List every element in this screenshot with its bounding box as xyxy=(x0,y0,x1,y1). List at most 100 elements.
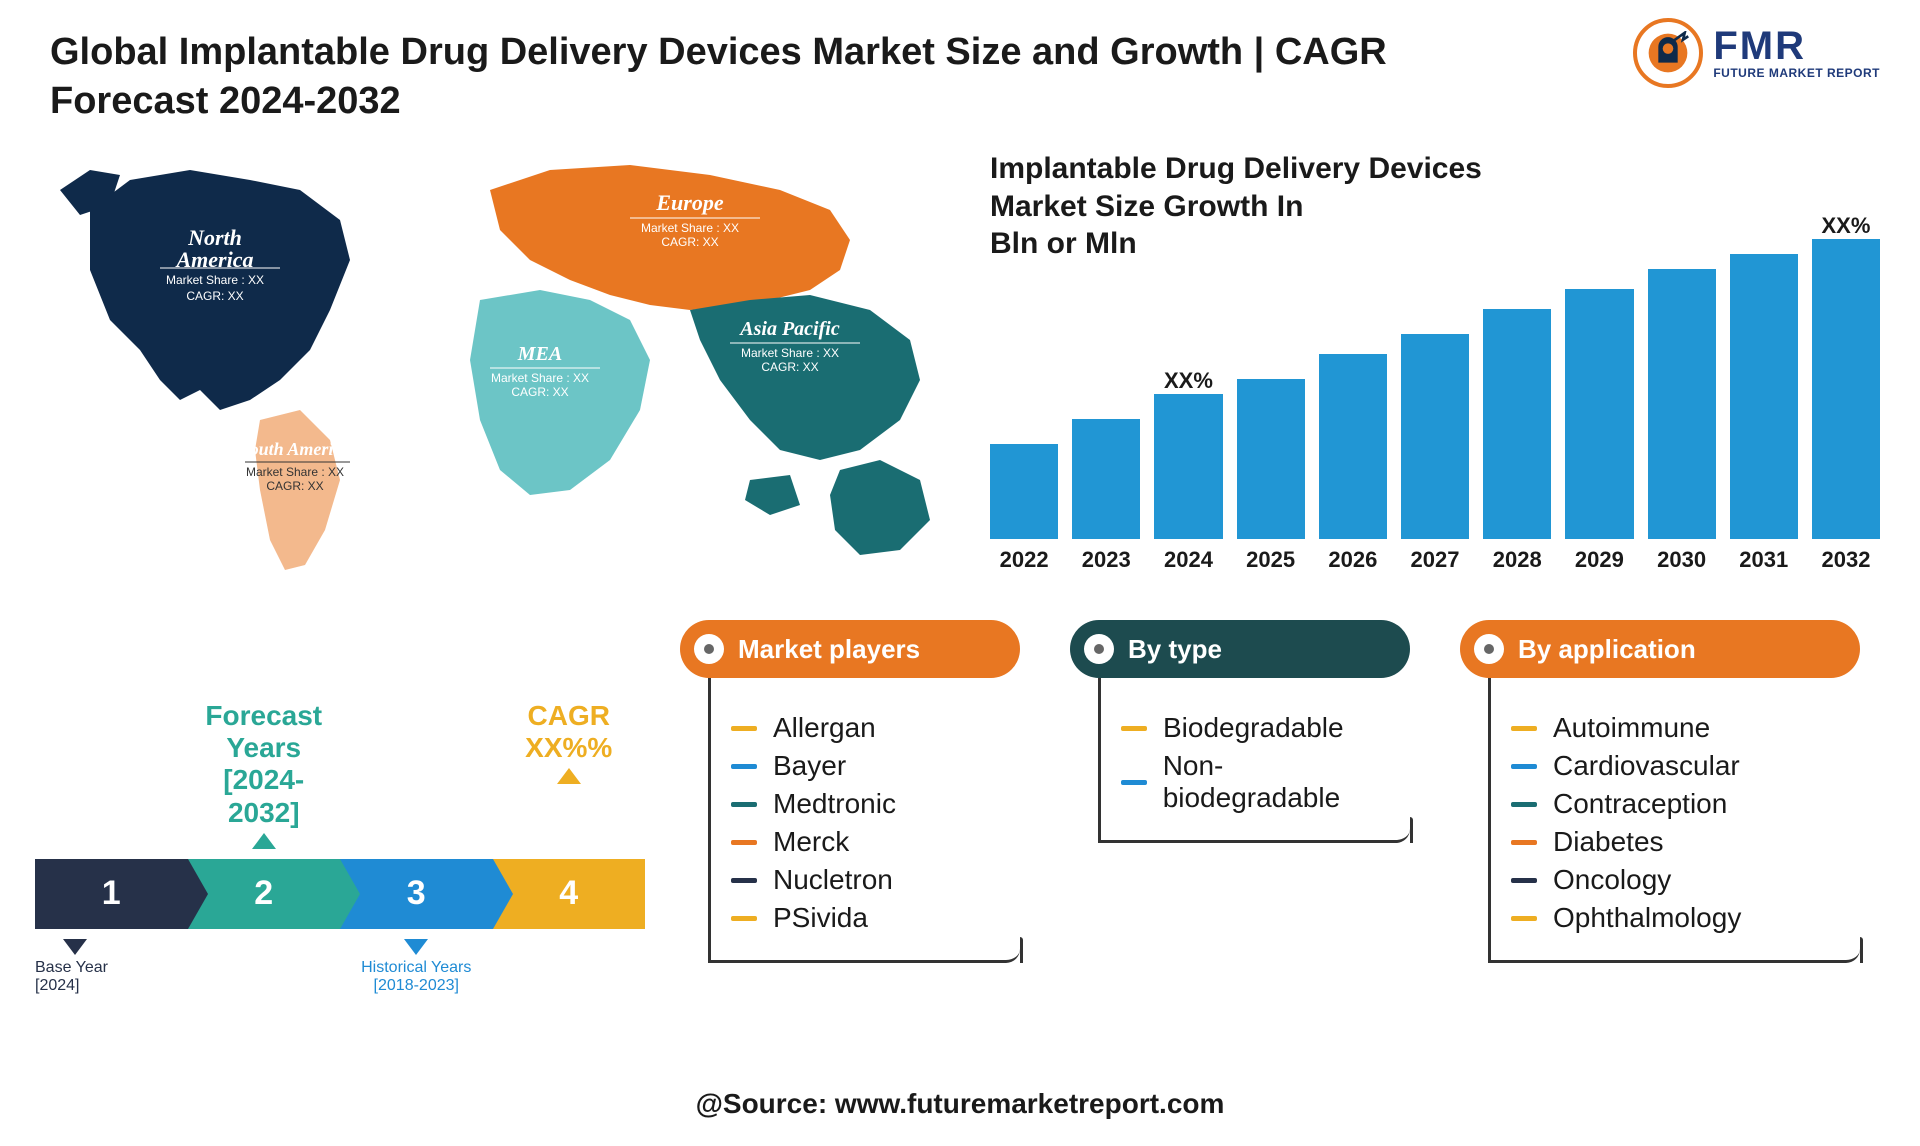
list-item-label: Nucletron xyxy=(773,864,893,896)
bar-year-label: 2028 xyxy=(1493,547,1542,573)
list-item-label: Bayer xyxy=(773,750,846,782)
bar-fill xyxy=(1812,239,1880,539)
label-ap: Asia Pacific xyxy=(738,318,840,340)
dash-icon xyxy=(731,878,757,883)
label-na-share: Market Share : XX xyxy=(166,273,264,287)
bar-year-label: 2026 xyxy=(1328,547,1377,573)
bar-year-label: 2024 xyxy=(1164,547,1213,573)
category-application: By applicationAutoimmuneCardiovascularCo… xyxy=(1460,620,1860,963)
bar-fill xyxy=(1072,419,1140,539)
list-item: Cardiovascular xyxy=(1511,750,1848,782)
bar-year-label: 2022 xyxy=(1000,547,1049,573)
list-item: Medtronic xyxy=(731,788,1008,820)
timeline-segment-1: 1 xyxy=(35,859,188,929)
list-item-label: Diabetes xyxy=(1553,826,1664,858)
category-header: By type xyxy=(1070,620,1410,678)
bar-year-label: 2031 xyxy=(1739,547,1788,573)
label-ap-cagr: CAGR: XX xyxy=(761,360,818,374)
triangle-up-icon xyxy=(557,768,581,784)
dash-icon xyxy=(731,802,757,807)
bullet-icon xyxy=(1474,634,1504,664)
chart-title-l1: Implantable Drug Delivery Devices xyxy=(990,150,1880,188)
title-line1: Global Implantable Drug Delivery Devices… xyxy=(50,31,1387,73)
category-body: Biodegradable Non-biodegradable xyxy=(1098,696,1410,843)
label-mea-cagr: CAGR: XX xyxy=(511,385,568,399)
dash-icon xyxy=(1511,916,1537,921)
list-item-label: Oncology xyxy=(1553,864,1671,896)
growth-bar-chart: Implantable Drug Delivery Devices Market… xyxy=(990,150,1880,580)
list-item-label: Merck xyxy=(773,826,849,858)
label-eu-cagr: CAGR: XX xyxy=(661,235,718,249)
category-body: AutoimmuneCardiovascularContraceptionDia… xyxy=(1488,696,1860,963)
bar-year-label: 2023 xyxy=(1082,547,1131,573)
bar-fill xyxy=(1483,309,1551,539)
dash-icon xyxy=(731,726,757,731)
bar-fill xyxy=(1319,354,1387,539)
list-item: Contraception xyxy=(1511,788,1848,820)
bar-2028: 2028 xyxy=(1483,309,1551,573)
bar-2029: 2029 xyxy=(1565,289,1633,573)
bullet-icon xyxy=(694,634,724,664)
page-title: Global Implantable Drug Delivery Devices… xyxy=(50,28,1387,127)
timeline-segment-4: 4 xyxy=(493,859,646,929)
chart-title-l2: Market Size Growth In xyxy=(990,188,1880,226)
triangle-up-icon xyxy=(252,833,276,849)
list-item: Diabetes xyxy=(1511,826,1848,858)
list-item: Allergan xyxy=(731,712,1008,744)
list-item-label: Contraception xyxy=(1553,788,1727,820)
dash-icon xyxy=(1121,726,1147,731)
dash-icon xyxy=(731,764,757,769)
list-item: Non-biodegradable xyxy=(1121,750,1398,814)
bar-year-label: 2032 xyxy=(1821,547,1870,573)
bar-2032: 2032XX% xyxy=(1812,239,1880,573)
dash-icon xyxy=(1511,840,1537,845)
category-type: By type Biodegradable Non-biodegradable xyxy=(1070,620,1410,843)
bar-2027: 2027 xyxy=(1401,334,1469,573)
bar-fill xyxy=(1730,254,1798,539)
category-title: By type xyxy=(1128,634,1222,665)
label-na-cagr: CAGR: XX xyxy=(186,289,243,303)
label-eu-share: Market Share : XX xyxy=(641,221,739,235)
triangle-down-icon xyxy=(63,939,87,955)
timeline-segment-2: 2 xyxy=(188,859,341,929)
list-item: Nucletron xyxy=(731,864,1008,896)
list-item-label: Non-biodegradable xyxy=(1163,750,1398,814)
bullet-icon xyxy=(1084,634,1114,664)
bar-year-label: 2027 xyxy=(1411,547,1460,573)
bar-year-label: 2030 xyxy=(1657,547,1706,573)
world-map: NorthAmerica Market Share : XX CAGR: XX … xyxy=(50,150,950,580)
bar-2025: 2025 xyxy=(1237,379,1305,573)
list-item-label: Cardiovascular xyxy=(1553,750,1740,782)
source-credit: @Source: www.futuremarketreport.com xyxy=(696,1088,1225,1120)
list-item: Ophthalmology xyxy=(1511,902,1848,934)
timeline-segment-3: 3 xyxy=(340,859,493,929)
list-item: Biodegradable xyxy=(1121,712,1398,744)
list-item: Oncology xyxy=(1511,864,1848,896)
list-item-label: Biodegradable xyxy=(1163,712,1344,744)
label-sa: South America xyxy=(240,439,351,459)
brand-logo: FMR FUTURE MARKET REPORT xyxy=(1633,18,1880,88)
bar-2030: 2030 xyxy=(1648,269,1716,573)
list-item: Bayer xyxy=(731,750,1008,782)
bar-2023: 2023 xyxy=(1072,419,1140,573)
bar-2022: 2022 xyxy=(990,444,1058,573)
tl-top-label: CAGRXX%% xyxy=(493,700,646,764)
title-line2: Forecast 2024-2032 xyxy=(50,77,1387,126)
category-header: By application xyxy=(1460,620,1860,678)
category-title: Market players xyxy=(738,634,920,665)
dash-icon xyxy=(1511,878,1537,883)
label-eu: Europe xyxy=(655,190,723,215)
bar-2024: 2024XX% xyxy=(1154,394,1222,573)
triangle-down-icon xyxy=(404,939,428,955)
tl-top-label: Forecast Years[2024-2032] xyxy=(188,700,341,829)
bar-2026: 2026 xyxy=(1319,354,1387,573)
category-header: Market players xyxy=(680,620,1020,678)
label-sa-share: Market Share : XX xyxy=(246,465,344,479)
label-mea: MEA xyxy=(517,343,562,365)
bar-fill xyxy=(1154,394,1222,539)
label-ap-share: Market Share : XX xyxy=(741,346,839,360)
bar-fill xyxy=(990,444,1058,539)
bar-fill xyxy=(1648,269,1716,539)
dash-icon xyxy=(1511,802,1537,807)
dash-icon xyxy=(1511,726,1537,731)
